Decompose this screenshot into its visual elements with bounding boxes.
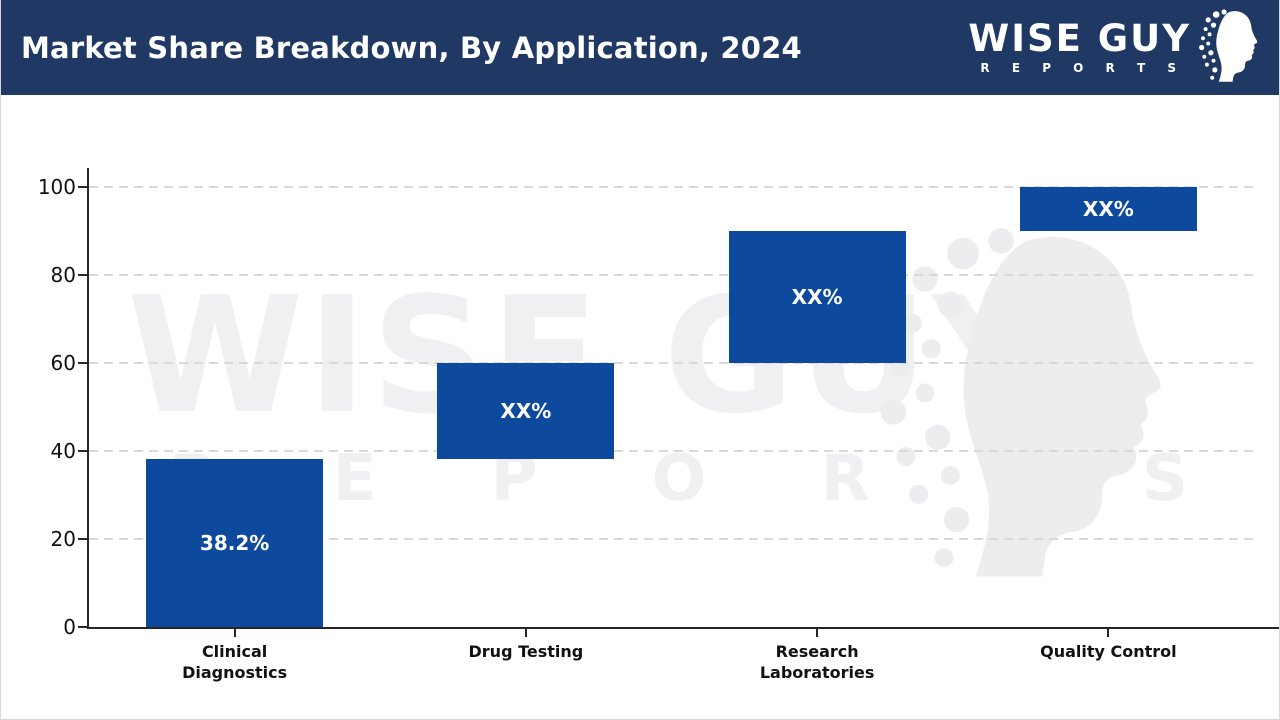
gridline-y-20 bbox=[89, 538, 1254, 540]
wiseguy-face-icon bbox=[1195, 8, 1261, 87]
logo-wordmark: WISE GUY bbox=[968, 17, 1191, 60]
y-tick-label: 100 bbox=[37, 175, 76, 199]
x-category-label-research-laboratories: Research Laboratories bbox=[759, 642, 875, 682]
header: Market Share Breakdown, By Application, … bbox=[1, 0, 1279, 95]
wiseguy-logo: WISE GUY R E P O R T S bbox=[968, 8, 1261, 87]
bar-value-label-clinical-diagnostics: 38.2% bbox=[199, 530, 270, 555]
gridline-y-40 bbox=[89, 450, 1254, 452]
x-axis-line bbox=[87, 627, 1279, 629]
logo-subtext: R E P O R T S bbox=[980, 61, 1185, 75]
x-tick-mark bbox=[1107, 629, 1110, 637]
x-tick-mark bbox=[233, 629, 236, 637]
bar-drug-testing bbox=[437, 363, 615, 459]
bar-quality-control bbox=[1019, 187, 1197, 231]
y-tick-mark bbox=[78, 186, 87, 188]
y-axis-line bbox=[87, 168, 89, 629]
bar-research-laboratories bbox=[728, 231, 906, 363]
bar-value-label-research-laboratories: XX% bbox=[791, 285, 843, 309]
y-tick-mark bbox=[78, 450, 87, 452]
bar-value-label-drug-testing: XX% bbox=[500, 398, 552, 423]
y-tick-mark bbox=[78, 362, 87, 364]
x-tick-mark bbox=[524, 629, 527, 637]
x-category-label-drug-testing: Drug Testing bbox=[468, 642, 584, 661]
y-tick-label: 60 bbox=[50, 351, 76, 375]
y-tick-label: 80 bbox=[50, 263, 76, 287]
y-tick-label: 40 bbox=[50, 439, 76, 463]
y-tick-label: 20 bbox=[50, 527, 76, 551]
y-tick-mark bbox=[78, 626, 87, 628]
gridline-y-100 bbox=[89, 186, 1254, 188]
y-tick-label: 0 bbox=[63, 615, 76, 639]
gridline-y-60 bbox=[89, 362, 1254, 364]
bar-clinical-diagnostics bbox=[146, 458, 324, 627]
x-tick-mark bbox=[816, 629, 819, 637]
y-tick-mark bbox=[78, 274, 87, 276]
x-category-label-clinical-diagnostics: Clinical Diagnostics bbox=[182, 642, 288, 682]
gridline-y-80 bbox=[89, 274, 1254, 276]
y-tick-mark bbox=[78, 538, 87, 540]
wiseguy-logo-text: WISE GUY R E P O R T S bbox=[968, 17, 1191, 76]
x-category-label-quality-control: Quality Control bbox=[1040, 642, 1177, 661]
bar-value-label-quality-control: XX% bbox=[1082, 197, 1134, 221]
page-title: Market Share Breakdown, By Application, … bbox=[21, 30, 802, 65]
